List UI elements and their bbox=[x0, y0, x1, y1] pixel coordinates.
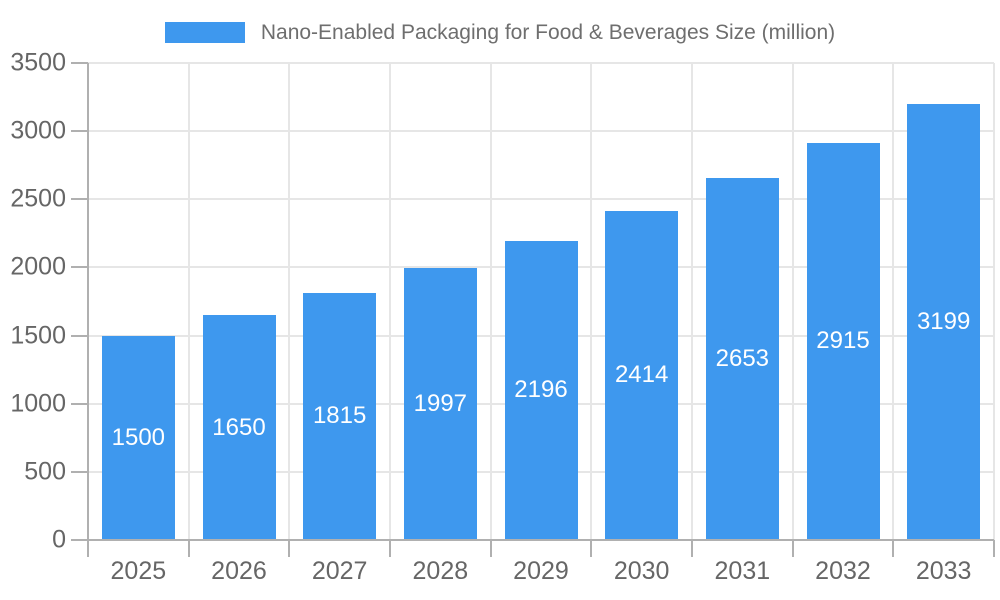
y-tick-label: 3500 bbox=[10, 48, 66, 77]
x-axis-tick bbox=[993, 540, 995, 557]
x-axis-tick bbox=[489, 540, 492, 557]
x-tick-label: 2028 bbox=[412, 557, 469, 585]
bar[interactable]: 1997 bbox=[403, 267, 477, 540]
v-gridline bbox=[691, 63, 693, 540]
bar[interactable]: 2653 bbox=[705, 178, 779, 540]
v-gridline bbox=[389, 63, 391, 540]
x-tick-label: 2031 bbox=[714, 557, 771, 585]
bar-value-label: 1650 bbox=[212, 413, 266, 441]
v-gridline bbox=[288, 63, 291, 540]
bar-value-label: 1815 bbox=[312, 402, 367, 430]
bar-value-label: 2653 bbox=[715, 345, 770, 373]
x-axis-tick bbox=[389, 540, 391, 557]
bar[interactable]: 2414 bbox=[605, 211, 679, 540]
x-axis-tick bbox=[87, 540, 89, 557]
h-gridline bbox=[88, 198, 994, 201]
y-axis-tick bbox=[71, 266, 88, 269]
h-gridline bbox=[88, 62, 994, 64]
y-axis-tick bbox=[71, 470, 88, 473]
v-gridline bbox=[791, 63, 794, 540]
bar-value-label: 2414 bbox=[614, 361, 669, 389]
y-tick-label: 500 bbox=[24, 457, 66, 486]
x-axis-tick bbox=[187, 540, 190, 557]
bar-value-label: 3199 bbox=[916, 308, 971, 335]
y-axis-tick bbox=[71, 334, 88, 337]
h-gridline bbox=[88, 130, 994, 133]
legend[interactable]: Nano-Enabled Packaging for Food & Bevera… bbox=[0, 21, 1000, 44]
x-tick-label: 2026 bbox=[211, 557, 267, 585]
bar[interactable]: 1815 bbox=[303, 292, 377, 540]
x-axis-tick bbox=[791, 540, 794, 557]
x-tick-label: 2025 bbox=[110, 557, 167, 585]
y-axis-tick bbox=[71, 402, 88, 405]
v-gridline bbox=[489, 63, 492, 540]
x-tick-label: 2030 bbox=[613, 557, 670, 585]
legend-swatch[interactable] bbox=[164, 22, 245, 43]
y-axis-tick bbox=[71, 539, 88, 541]
x-axis-tick bbox=[691, 540, 693, 557]
y-axis-tick bbox=[71, 62, 88, 64]
x-tick-label: 2027 bbox=[311, 557, 368, 585]
bar[interactable]: 2915 bbox=[806, 142, 880, 540]
y-tick-label: 1000 bbox=[10, 389, 66, 418]
x-tick-label: 2033 bbox=[915, 557, 972, 585]
bar[interactable]: 1500 bbox=[101, 335, 175, 540]
y-tick-label: 1500 bbox=[10, 321, 66, 350]
x-tick-label: 2032 bbox=[815, 557, 871, 585]
x-axis-tick bbox=[288, 540, 291, 557]
y-axis-tick bbox=[71, 198, 88, 201]
bar-value-label: 2915 bbox=[816, 327, 870, 355]
bar[interactable]: 2196 bbox=[504, 240, 578, 540]
x-axis-line bbox=[88, 539, 994, 541]
x-tick-label: 2029 bbox=[513, 557, 569, 585]
x-axis-tick bbox=[590, 540, 593, 557]
v-gridline bbox=[590, 63, 593, 540]
bar-value-label: 2196 bbox=[514, 376, 568, 404]
v-gridline bbox=[187, 63, 190, 540]
y-tick-label: 3000 bbox=[10, 116, 66, 145]
v-gridline bbox=[993, 63, 995, 540]
bar-value-label: 1500 bbox=[111, 423, 166, 451]
y-axis-tick bbox=[71, 130, 88, 133]
y-axis-line bbox=[87, 63, 89, 540]
y-tick-label: 2500 bbox=[10, 184, 66, 213]
y-tick-label: 2000 bbox=[10, 252, 66, 281]
y-tick-label: 0 bbox=[52, 525, 66, 554]
legend-label[interactable]: Nano-Enabled Packaging for Food & Bevera… bbox=[260, 21, 836, 44]
bar[interactable]: 3199 bbox=[907, 104, 981, 540]
bar[interactable]: 1650 bbox=[202, 315, 276, 540]
v-gridline bbox=[892, 63, 895, 540]
x-axis-tick bbox=[892, 540, 895, 557]
bar-value-label: 1997 bbox=[413, 389, 468, 417]
